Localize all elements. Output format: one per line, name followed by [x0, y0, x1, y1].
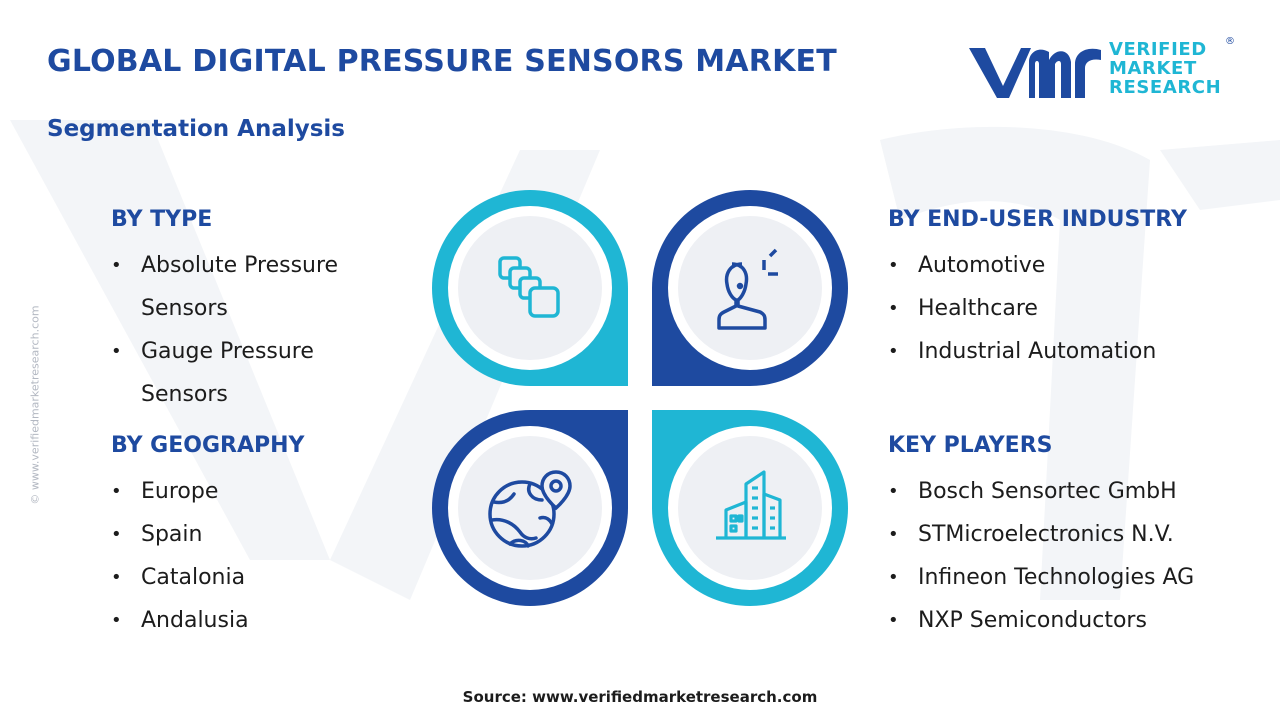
petal-key-players [652, 410, 848, 606]
logo-wordmark: VERIFIED MARKET RESEARCH [1109, 40, 1221, 97]
user-icon [717, 248, 778, 330]
list-item: NXP Semiconductors [888, 599, 1194, 642]
logo-line-market: MARKET [1109, 58, 1197, 79]
page-subtitle: Segmentation Analysis [47, 116, 345, 142]
segment-by-geography: BY GEOGRAPHY Europe Spain Catalonia Anda… [111, 433, 304, 642]
stacked-squares-icon [498, 256, 560, 318]
list-item: Absolute Pressure Sensors [111, 244, 361, 330]
page-title: GLOBAL DIGITAL PRESSURE SENSORS MARKET [47, 44, 837, 79]
segment-by-end-user-industry: BY END-USER INDUSTRY Automotive Healthca… [888, 207, 1187, 373]
segment-list-key-players: Bosch Sensortec GmbH STMicroelectronics … [888, 470, 1194, 642]
list-item: Bosch Sensortec GmbH [888, 470, 1194, 513]
segment-title-key-players: KEY PLAYERS [888, 433, 1053, 458]
list-item: Industrial Automation [888, 330, 1187, 373]
logo-line-verified: VERIFIED [1109, 39, 1207, 60]
list-item: Gauge Pressure Sensors [111, 330, 361, 416]
petal-geography [432, 410, 628, 606]
globe-location-icon [488, 470, 572, 548]
list-item: Healthcare [888, 287, 1187, 330]
list-item: Andalusia [111, 599, 304, 642]
buildings-icon [716, 470, 786, 540]
segment-title-type: BY TYPE [111, 207, 213, 232]
logo-line-research: RESEARCH [1109, 77, 1222, 98]
list-item: Catalonia [111, 556, 304, 599]
vmr-logo-icon [969, 48, 1101, 98]
segment-by-type: BY TYPE Absolute Pressure Sensors Gauge … [111, 207, 361, 416]
segment-list-end-user: Automotive Healthcare Industrial Automat… [888, 244, 1187, 373]
list-item: Infineon Technologies AG [888, 556, 1194, 599]
segment-title-end-user: BY END-USER INDUSTRY [888, 207, 1187, 232]
segment-key-players: KEY PLAYERS Bosch Sensortec GmbH STMicro… [888, 433, 1194, 642]
segment-title-geography: BY GEOGRAPHY [111, 433, 305, 458]
segment-list-geography: Europe Spain Catalonia Andalusia [111, 470, 304, 642]
list-item: STMicroelectronics N.V. [888, 513, 1194, 556]
segmentation-diagram [432, 190, 848, 606]
source-footer: Source: www.verifiedmarketresearch.com [462, 688, 818, 706]
segment-list-type: Absolute Pressure Sensors Gauge Pressure… [111, 244, 361, 416]
list-item: Spain [111, 513, 304, 556]
company-logo: VERIFIED MARKET RESEARCH ® [965, 36, 1235, 104]
list-item: Automotive [888, 244, 1187, 287]
registered-mark: ® [1225, 36, 1235, 47]
side-watermark-url: © www.verifiedmarketresearch.com [28, 305, 42, 505]
petal-end-user [652, 190, 848, 386]
list-item: Europe [111, 470, 304, 513]
